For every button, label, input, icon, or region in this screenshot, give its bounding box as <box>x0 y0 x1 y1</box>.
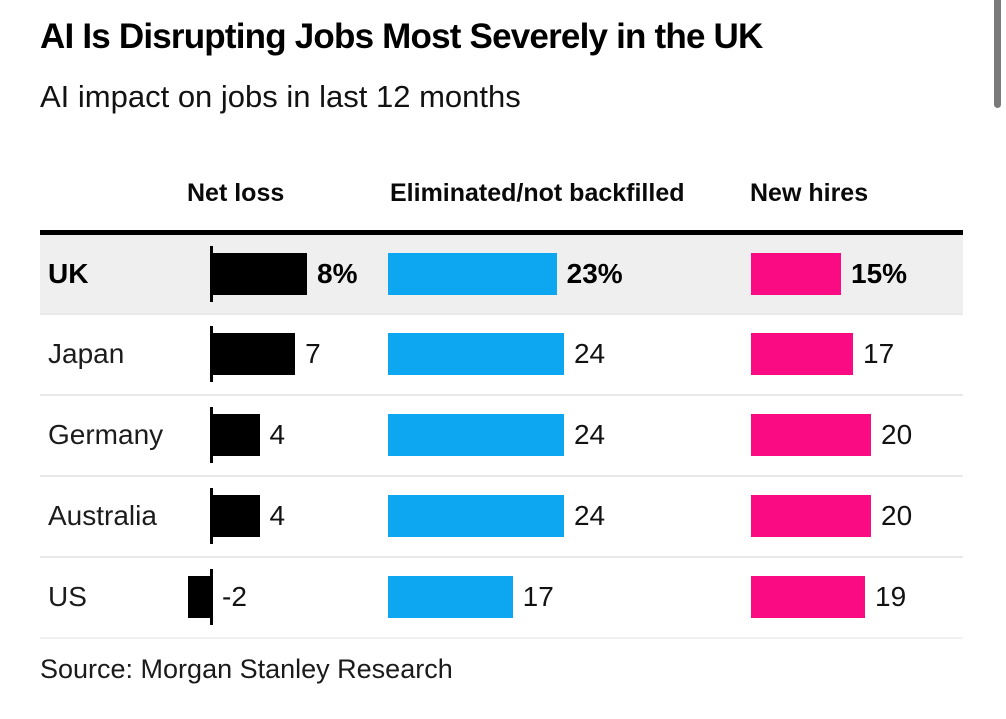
source-note: Source: Morgan Stanley Research <box>40 653 453 684</box>
cell-net-loss-uk: 8% <box>185 235 385 313</box>
bar-eliminated-not-backfilled-us <box>388 576 513 619</box>
bar-net-loss-australia <box>212 495 260 538</box>
table-row-japan: Japan 7 24 17 <box>40 312 963 394</box>
table-row-uk: UK 8% 23% 15% <box>40 234 963 313</box>
row-label-japan: Japan <box>48 338 125 370</box>
cell-eliminated-not-backfilled-japan: 24 <box>385 315 745 394</box>
column-header-net-loss: Net loss <box>187 178 285 207</box>
bar-value-new-hires-japan: 17 <box>863 338 895 370</box>
bar-eliminated-not-backfilled-australia <box>388 495 564 538</box>
bar-table-body: UK 8% 23% 15% Japan 7 24 17 Germany 4 24 20 Australi… <box>40 229 963 639</box>
bar-value-net-loss-uk: 8% <box>317 257 358 289</box>
cell-net-loss-germany: 4 <box>185 396 385 475</box>
bar-value-net-loss-us: -2 <box>222 581 247 613</box>
table-row-australia: Australia 4 24 20 <box>40 474 963 556</box>
cell-eliminated-not-backfilled-us: 17 <box>385 558 745 637</box>
bar-value-new-hires-us: 19 <box>875 581 907 613</box>
cell-new-hires-uk: 15% <box>745 235 963 313</box>
cell-new-hires-australia: 20 <box>745 477 963 556</box>
bar-new-hires-us <box>751 576 865 619</box>
row-label-australia: Australia <box>48 500 157 532</box>
bar-eliminated-not-backfilled-japan <box>388 333 564 376</box>
bar-value-net-loss-germany: 4 <box>269 419 286 451</box>
bar-value-new-hires-australia: 20 <box>881 500 913 532</box>
cell-new-hires-japan: 17 <box>745 315 963 394</box>
bar-net-loss-us <box>188 576 212 619</box>
row-label-uk: UK <box>48 257 89 289</box>
bar-new-hires-australia <box>751 495 871 538</box>
cell-eliminated-not-backfilled-germany: 24 <box>385 396 745 475</box>
bar-value-eliminated-not-backfilled-us: 17 <box>522 581 554 613</box>
bar-eliminated-not-backfilled-uk <box>388 252 557 295</box>
bar-value-net-loss-australia: 4 <box>269 500 286 532</box>
bar-net-loss-uk <box>212 252 307 295</box>
bar-new-hires-uk <box>751 252 841 295</box>
bar-value-new-hires-uk: 15% <box>851 257 908 289</box>
cell-net-loss-australia: 4 <box>185 477 385 556</box>
chart-title: AI Is Disrupting Jobs Most Severely in t… <box>40 17 763 56</box>
bar-value-new-hires-germany: 20 <box>881 419 913 451</box>
cell-eliminated-not-backfilled-australia: 24 <box>385 477 745 556</box>
chart-subtitle: AI impact on jobs in last 12 months <box>40 79 521 114</box>
column-header-new-hires: New hires <box>750 178 869 207</box>
bar-net-loss-japan <box>212 333 296 376</box>
zero-axis-tick <box>210 407 213 464</box>
bar-new-hires-japan <box>751 333 853 376</box>
bar-net-loss-germany <box>212 414 260 457</box>
cell-new-hires-germany: 20 <box>745 396 963 475</box>
column-header-eliminated: Eliminated/not backfilled <box>390 178 685 207</box>
cell-eliminated-not-backfilled-uk: 23% <box>385 235 745 313</box>
row-label-germany: Germany <box>48 419 164 451</box>
scrollbar-thumb[interactable] <box>994 0 1001 108</box>
bar-eliminated-not-backfilled-germany <box>388 414 564 457</box>
zero-axis-tick <box>210 245 213 302</box>
bar-value-eliminated-not-backfilled-australia: 24 <box>573 500 606 532</box>
bar-new-hires-germany <box>751 414 871 457</box>
bar-value-net-loss-japan: 7 <box>305 338 321 370</box>
table-row-us: US -2 17 19 <box>40 555 963 637</box>
cell-new-hires-us: 19 <box>745 558 963 637</box>
cell-net-loss-us: -2 <box>185 558 385 637</box>
row-label-us: US <box>48 581 87 613</box>
column-headers: Net loss Eliminated/not backfilled New h… <box>40 179 963 230</box>
zero-axis-tick <box>210 326 213 383</box>
bar-value-eliminated-not-backfilled-japan: 24 <box>573 338 606 370</box>
cell-net-loss-japan: 7 <box>185 315 385 394</box>
zero-axis-tick <box>210 488 213 545</box>
table-row-germany: Germany 4 24 20 <box>40 393 963 475</box>
bar-value-eliminated-not-backfilled-germany: 24 <box>573 419 606 451</box>
bar-value-eliminated-not-backfilled-uk: 23% <box>566 257 623 289</box>
